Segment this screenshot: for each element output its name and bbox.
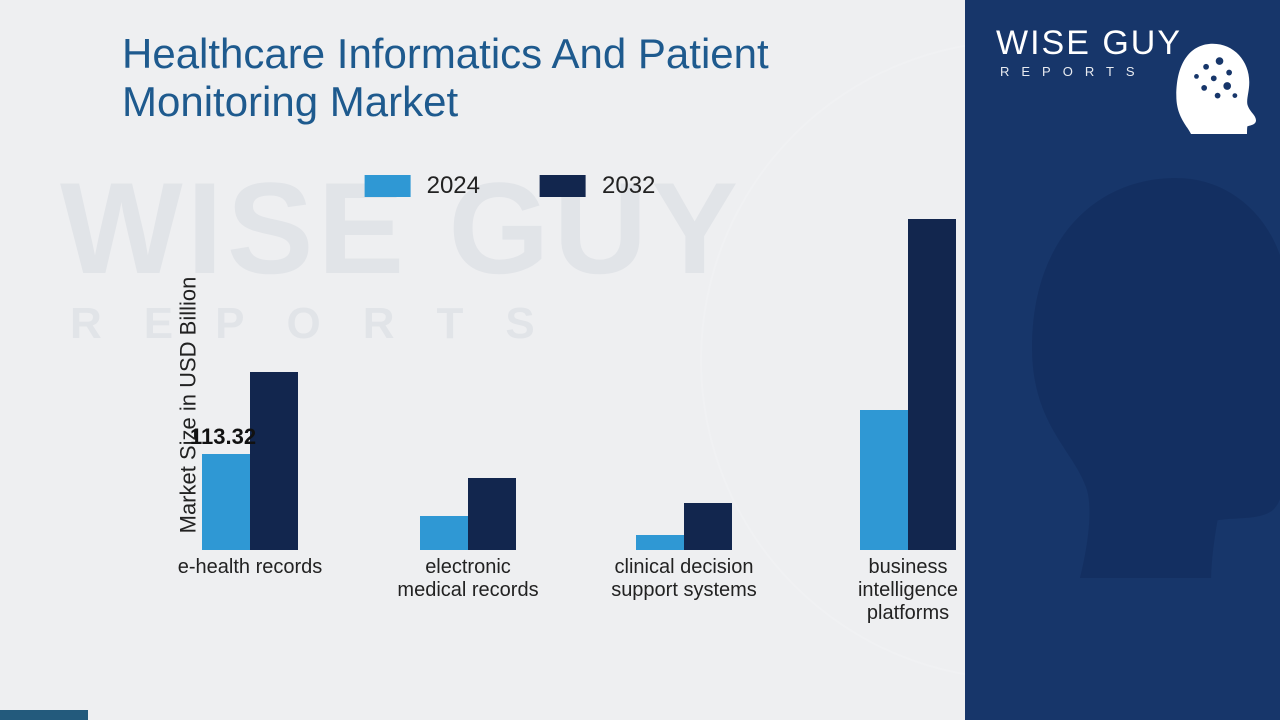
head-silhouette-dark	[1000, 160, 1280, 580]
chart-area: Market Size in USD Billion 20242032 e-he…	[70, 170, 950, 640]
bar-2024	[636, 535, 684, 550]
bar-group: business intelligence platforms	[860, 219, 956, 551]
chart-canvas: WISE GUY REPORTS WISE GUY REPORTS Health…	[0, 0, 1280, 720]
legend-item: 2024	[365, 172, 480, 200]
right-brand-panel: WISE GUY REPORTS	[965, 0, 1280, 720]
plot-region: e-health records electronic medical recor…	[140, 210, 950, 550]
bar-2032	[908, 219, 956, 551]
bar-2024	[420, 516, 468, 550]
brand-sub: REPORTS	[1000, 64, 1256, 79]
legend-label: 2032	[602, 172, 655, 200]
bar-2032	[250, 372, 298, 551]
category-label: e-health records	[170, 556, 330, 579]
bar-group: electronic medical records	[420, 478, 516, 550]
category-label: clinical decision support systems	[604, 556, 764, 602]
chart-title: Healthcare Informatics And Patient Monit…	[122, 30, 862, 127]
category-label: business intelligence platforms	[828, 556, 988, 625]
brand-logo: WISE GUY REPORTS	[996, 26, 1256, 79]
bar-group: clinical decision support systems	[636, 503, 732, 550]
bottom-accent-bar	[0, 710, 88, 720]
bar-2032	[468, 478, 516, 550]
bar-2024	[860, 410, 908, 550]
legend-label: 2024	[427, 172, 480, 200]
category-label: electronic medical records	[388, 556, 548, 602]
bar-2024	[202, 454, 250, 550]
bar-group: e-health records	[202, 372, 298, 551]
brand-head-icon	[1160, 38, 1256, 134]
legend-item: 2032	[540, 172, 655, 200]
legend: 2024 2032	[365, 172, 656, 200]
bar-value-label: 113.32	[190, 424, 256, 450]
legend-swatch	[365, 175, 411, 197]
bar-2032	[684, 503, 732, 550]
legend-swatch	[540, 175, 586, 197]
